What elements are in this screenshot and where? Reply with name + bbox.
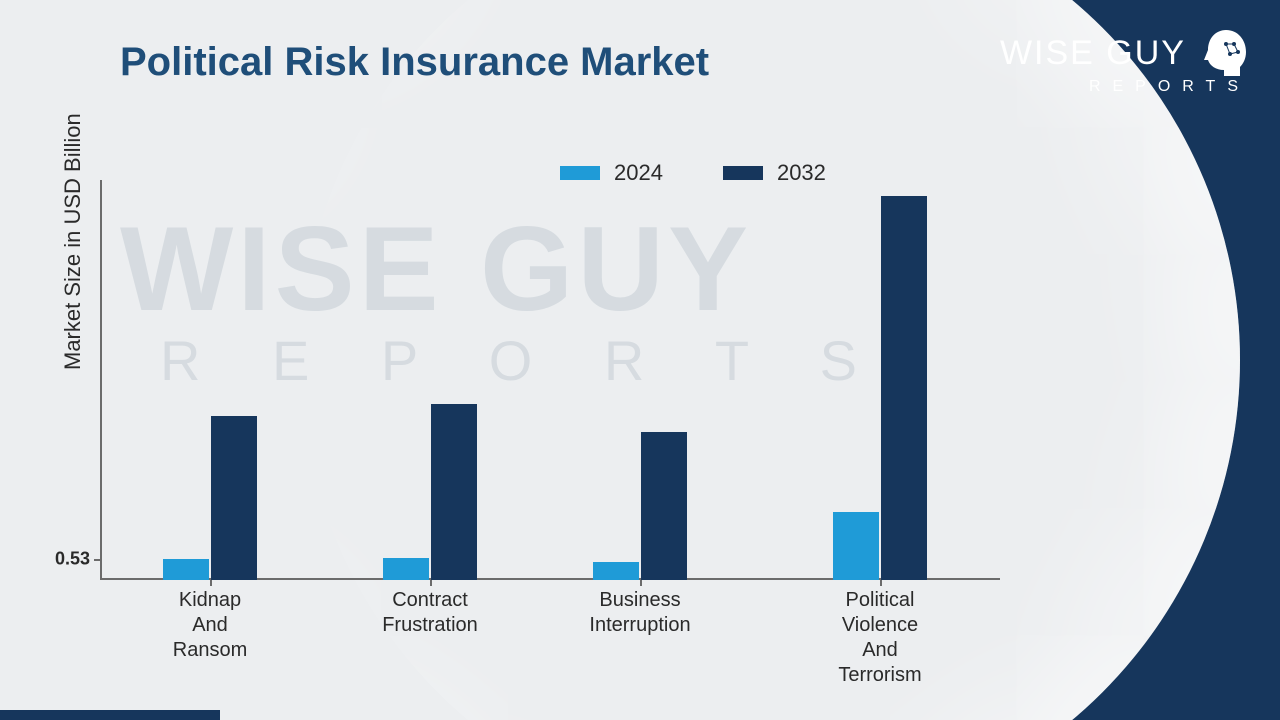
y-tick-label: 0.53 <box>55 548 90 569</box>
bar-group <box>833 196 927 580</box>
y-axis-line <box>100 180 102 580</box>
chart-title: Political Risk Insurance Market <box>120 40 709 85</box>
legend-swatch-2032 <box>723 166 763 180</box>
bar-series-b <box>211 416 257 580</box>
page-root: WISE GUY R E P O R T S Political Risk In… <box>0 0 1280 720</box>
x-tick-mark <box>640 580 642 586</box>
category-label: BusinessInterruption <box>550 588 730 638</box>
bar-series-a <box>593 562 639 580</box>
bar-series-a <box>163 559 209 580</box>
bar-series-a <box>383 558 429 580</box>
logo-text-sub: REPORTS <box>1000 78 1250 96</box>
bar-series-b <box>881 196 927 580</box>
bar-series-b <box>641 432 687 580</box>
bar-group <box>593 432 687 580</box>
logo-text-main: WISE GUY <box>1000 34 1186 73</box>
y-axis-label: Market Size in USD Billion <box>60 113 86 370</box>
bar-series-a <box>833 512 879 580</box>
bar-group <box>163 416 257 580</box>
category-label: KidnapAndRansom <box>120 588 300 663</box>
y-tick-mark <box>94 559 100 561</box>
x-tick-mark <box>210 580 212 586</box>
chart-area: 0.53KidnapAndRansomContractFrustrationBu… <box>100 180 1000 580</box>
bar-series-b <box>431 404 477 580</box>
legend-swatch-2024 <box>560 166 600 180</box>
bottom-accent-bar <box>0 710 220 720</box>
head-icon <box>1196 26 1250 80</box>
bar-group <box>383 404 477 580</box>
brand-logo: WISE GUY REPORTS <box>1000 26 1250 96</box>
category-label: PoliticalViolenceAndTerrorism <box>790 588 970 688</box>
category-label: ContractFrustration <box>340 588 520 638</box>
x-tick-mark <box>430 580 432 586</box>
x-tick-mark <box>880 580 882 586</box>
